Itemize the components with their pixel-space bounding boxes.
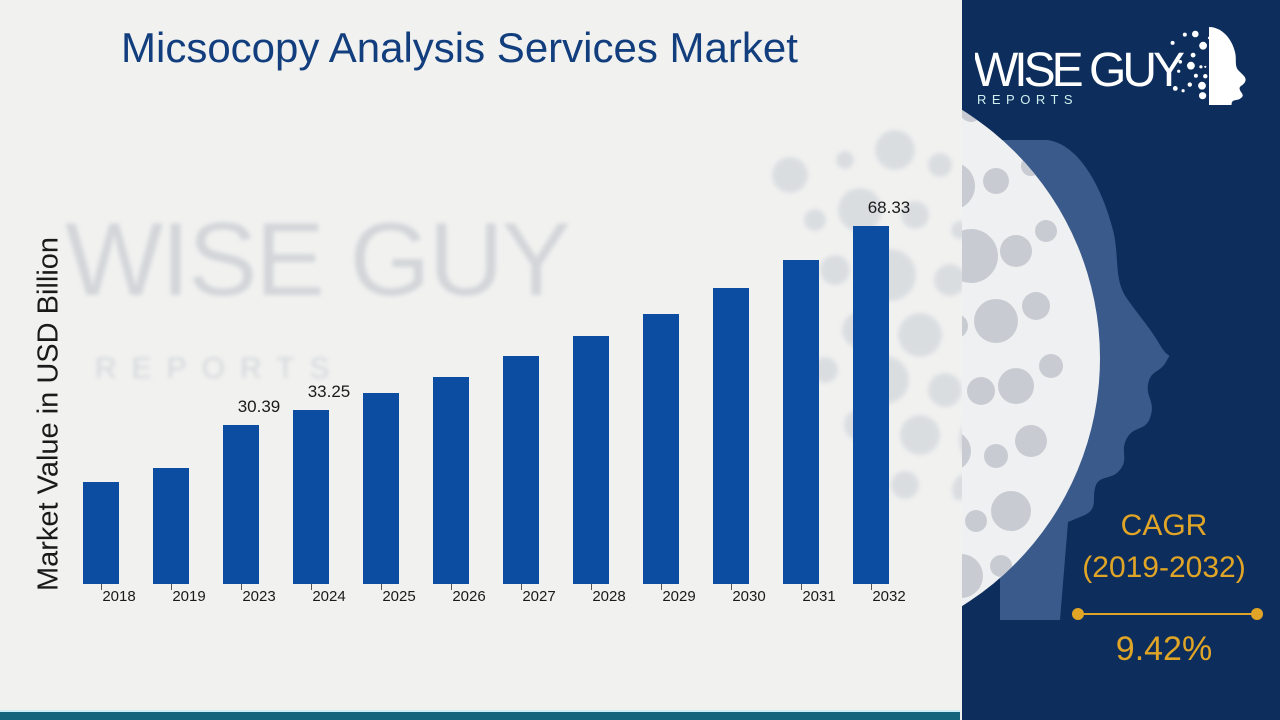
svg-text:WISE GUY: WISE GUY (975, 44, 1184, 97)
svg-text:REPORTS: REPORTS (95, 352, 344, 385)
svg-text:WISE GUY: WISE GUY (65, 202, 570, 318)
svg-text:REPORTS: REPORTS (977, 92, 1078, 107)
